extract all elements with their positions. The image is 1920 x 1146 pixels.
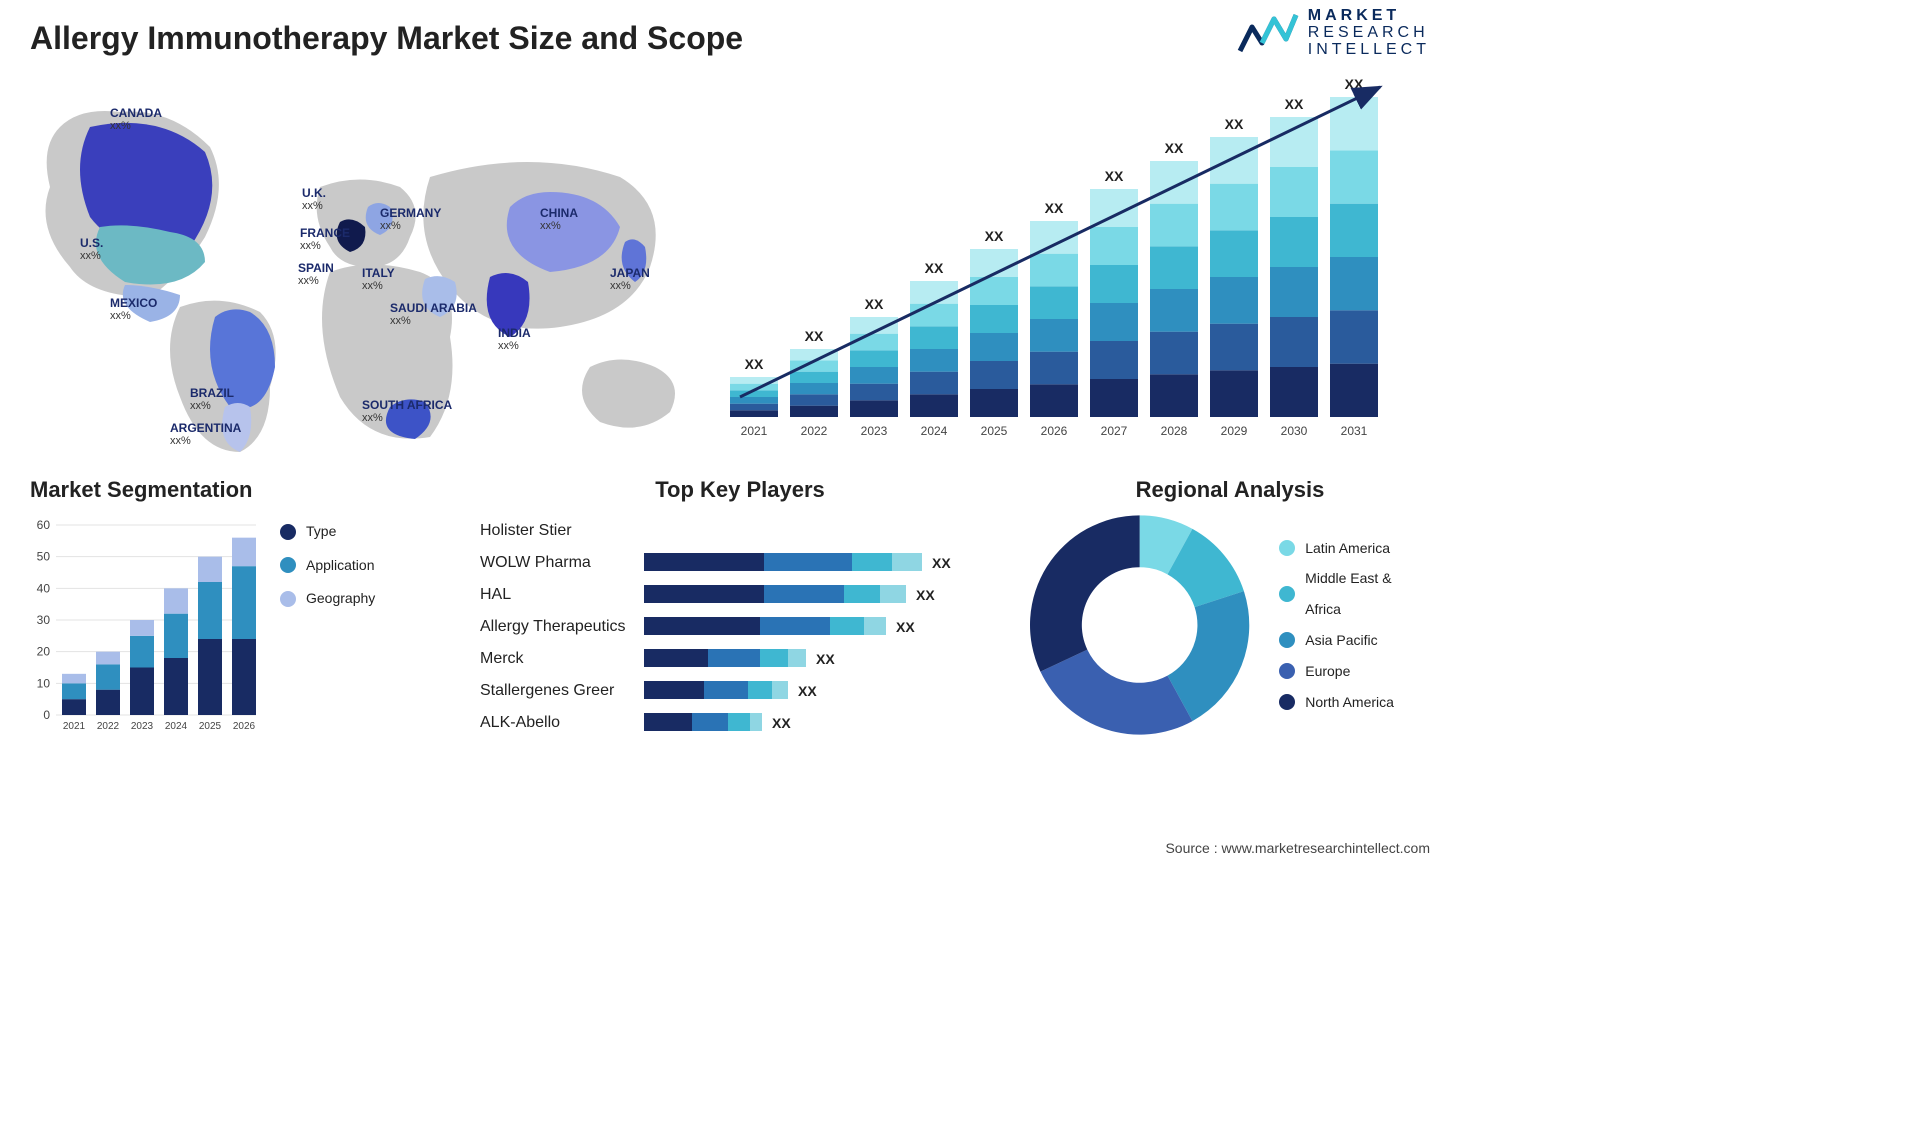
map-label: CHINAxx% <box>540 207 578 232</box>
page-title: Allergy Immunotherapy Market Size and Sc… <box>30 20 1430 57</box>
svg-text:XX: XX <box>772 715 791 731</box>
svg-text:XX: XX <box>816 651 835 667</box>
players-chart: XXXXXXXXXXXX <box>644 515 974 745</box>
legend-item: Geography <box>280 582 375 616</box>
regional-panel: Regional Analysis Latin AmericaMiddle Ea… <box>1030 477 1430 750</box>
logo-line2: RESEARCH <box>1308 25 1430 42</box>
legend-item: Middle East & Africa <box>1279 563 1430 625</box>
svg-text:2024: 2024 <box>165 721 188 732</box>
map-label: ARGENTINAxx% <box>170 422 241 447</box>
svg-text:2029: 2029 <box>1221 424 1248 438</box>
svg-text:XX: XX <box>865 296 884 312</box>
segmentation-title: Market Segmentation <box>30 477 450 503</box>
svg-text:XX: XX <box>1225 116 1244 132</box>
svg-text:2021: 2021 <box>741 424 768 438</box>
source-credit: Source : www.marketresearchintellect.com <box>1165 840 1430 856</box>
map-label: BRAZILxx% <box>190 387 234 412</box>
svg-text:XX: XX <box>1045 200 1064 216</box>
brand-logo: MARKET RESEARCH INTELLECT <box>1236 8 1430 58</box>
player-name: HAL <box>480 579 626 611</box>
svg-text:2023: 2023 <box>861 424 888 438</box>
legend-item: Latin America <box>1279 533 1430 564</box>
map-label: JAPANxx% <box>610 267 650 292</box>
svg-text:2031: 2031 <box>1341 424 1368 438</box>
svg-text:XX: XX <box>1165 140 1184 156</box>
player-name: Merck <box>480 643 626 675</box>
svg-text:60: 60 <box>37 518 51 532</box>
player-name: WOLW Pharma <box>480 547 626 579</box>
map-label: ITALYxx% <box>362 267 395 292</box>
svg-text:2025: 2025 <box>199 721 222 732</box>
svg-text:2024: 2024 <box>921 424 948 438</box>
svg-text:XX: XX <box>798 683 817 699</box>
svg-text:2023: 2023 <box>131 721 154 732</box>
map-label: U.K.xx% <box>302 187 326 212</box>
segmentation-chart: 0 10 20 30 40 50 60 2021 2022 2023 2024 2025 2026 <box>30 515 260 735</box>
regional-title: Regional Analysis <box>1030 477 1430 503</box>
svg-text:2026: 2026 <box>233 721 256 732</box>
svg-text:50: 50 <box>37 550 51 564</box>
players-names: Holister StierWOLW PharmaHALAllergy Ther… <box>480 515 626 750</box>
player-name: Holister Stier <box>480 515 626 547</box>
svg-text:20: 20 <box>37 645 51 659</box>
svg-text:XX: XX <box>916 587 935 603</box>
players-panel: Top Key Players Holister StierWOLW Pharm… <box>480 477 1000 750</box>
svg-text:2030: 2030 <box>1281 424 1308 438</box>
svg-text:40: 40 <box>37 581 51 595</box>
world-map-panel: CANADAxx% U.S.xx% MEXICOxx% BRAZILxx% ARGENT… <box>30 67 690 457</box>
map-label: SAUDI ARABIAxx% <box>390 302 477 327</box>
svg-text:XX: XX <box>932 555 951 571</box>
map-label: SOUTH AFRICAxx% <box>362 399 452 424</box>
segmentation-legend: TypeApplicationGeography <box>280 515 375 740</box>
svg-text:30: 30 <box>37 613 51 627</box>
svg-text:XX: XX <box>805 328 824 344</box>
map-label: MEXICOxx% <box>110 297 157 322</box>
players-title: Top Key Players <box>480 477 1000 503</box>
svg-text:XX: XX <box>1285 96 1304 112</box>
map-label: SPAINxx% <box>298 262 334 287</box>
logo-line1: MARKET <box>1308 8 1430 25</box>
legend-item: Europe <box>1279 656 1430 687</box>
map-label: FRANCExx% <box>300 227 350 252</box>
legend-item: Type <box>280 515 375 549</box>
svg-text:2025: 2025 <box>981 424 1008 438</box>
svg-text:XX: XX <box>925 260 944 276</box>
svg-text:0: 0 <box>43 708 50 722</box>
map-label: U.S.xx% <box>80 237 103 262</box>
svg-text:2021: 2021 <box>63 721 86 732</box>
player-name: ALK-Abello <box>480 707 626 739</box>
logo-glyph <box>1236 9 1300 57</box>
svg-text:2027: 2027 <box>1101 424 1128 438</box>
svg-text:2028: 2028 <box>1161 424 1188 438</box>
logo-line3: INTELLECT <box>1308 42 1430 59</box>
player-name: Allergy Therapeutics <box>480 611 626 643</box>
svg-text:XX: XX <box>1105 168 1124 184</box>
segmentation-panel: Market Segmentation 0 10 20 30 40 50 60 2021 202… <box>30 477 450 750</box>
svg-text:XX: XX <box>1345 76 1364 92</box>
map-label: CANADAxx% <box>110 107 162 132</box>
svg-text:XX: XX <box>896 619 915 635</box>
regional-legend: Latin AmericaMiddle East & AfricaAsia Pa… <box>1279 533 1430 718</box>
regional-donut <box>1030 515 1259 735</box>
svg-text:10: 10 <box>37 676 51 690</box>
legend-item: Asia Pacific <box>1279 625 1430 656</box>
player-name: Stallergenes Greer <box>480 675 626 707</box>
svg-text:2022: 2022 <box>801 424 828 438</box>
svg-text:XX: XX <box>985 228 1004 244</box>
legend-item: North America <box>1279 687 1430 718</box>
legend-item: Application <box>280 549 375 583</box>
map-label: GERMANYxx% <box>380 207 441 232</box>
svg-text:XX: XX <box>745 356 764 372</box>
svg-text:2026: 2026 <box>1041 424 1068 438</box>
svg-text:2022: 2022 <box>97 721 120 732</box>
map-label: INDIAxx% <box>498 327 531 352</box>
growth-chart: XX 2021 XX 2022 XX 2023 XX 2024 XX 2025 XX 2026 XX 20… <box>720 67 1430 457</box>
